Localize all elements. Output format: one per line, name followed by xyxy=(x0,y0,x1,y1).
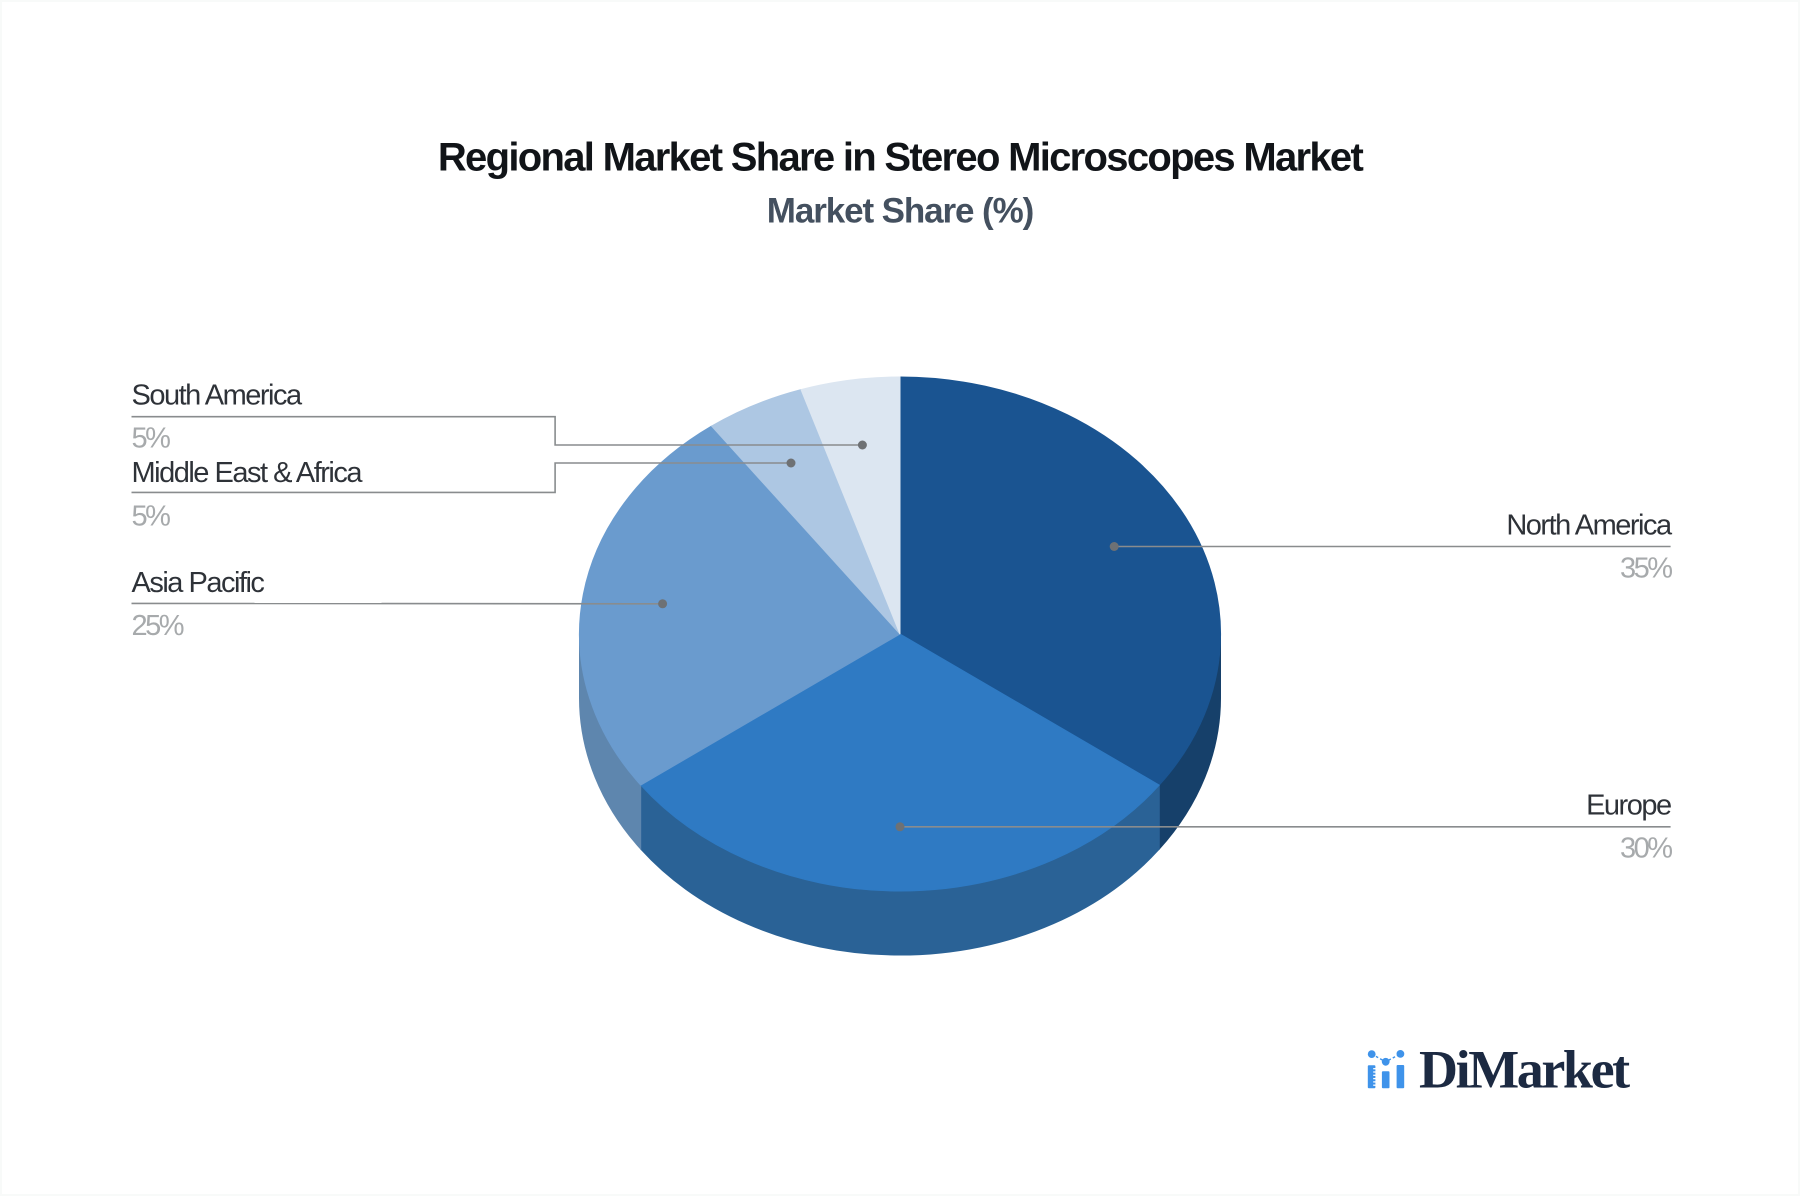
svg-text:Middle East & Africa: Middle East & Africa xyxy=(132,457,364,489)
svg-text:35%: 35% xyxy=(1620,553,1672,585)
svg-text:North America: North America xyxy=(1506,510,1673,542)
svg-text:South America: South America xyxy=(132,380,303,412)
svg-text:30%: 30% xyxy=(1620,833,1672,865)
svg-text:25%: 25% xyxy=(132,610,184,642)
svg-text:Europe: Europe xyxy=(1586,790,1671,822)
svg-text:Market Share (%): Market Share (%) xyxy=(767,192,1033,231)
svg-text:5%: 5% xyxy=(132,423,171,455)
svg-text:Regional Market Share in Stere: Regional Market Share in Stereo Microsco… xyxy=(438,136,1364,180)
svg-text:Asia Pacific: Asia Pacific xyxy=(132,567,265,599)
svg-text:DiMarket: DiMarket xyxy=(1419,1040,1630,1100)
svg-text:5%: 5% xyxy=(132,500,171,532)
